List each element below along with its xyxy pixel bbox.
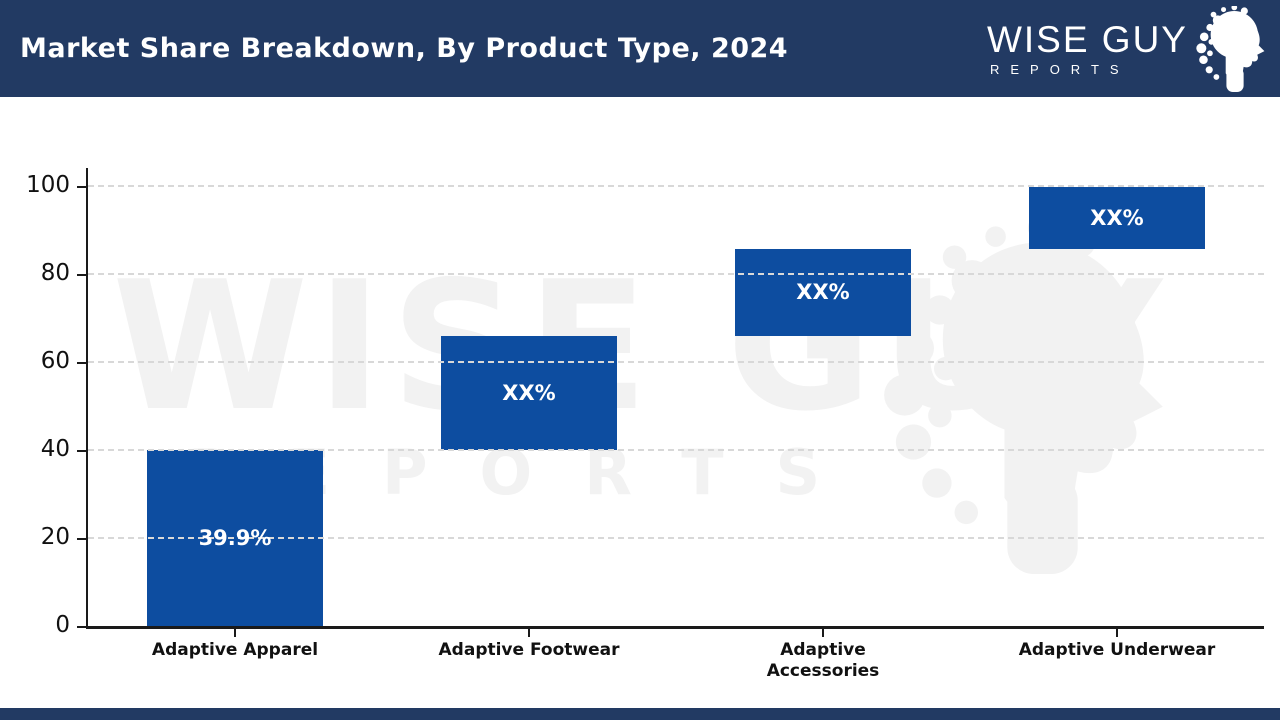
y-tick-label: 80 xyxy=(40,260,70,286)
logo-head-icon xyxy=(1196,5,1265,92)
bar xyxy=(441,336,617,451)
y-tick-mark xyxy=(77,450,86,452)
x-tick-mark xyxy=(822,629,824,637)
logo-wordmark: WISE GUY xyxy=(986,19,1188,60)
y-tick-mark xyxy=(77,274,86,276)
y-tick-mark xyxy=(77,626,86,628)
grid-line xyxy=(88,273,1264,275)
grid-line xyxy=(88,449,1264,451)
grid-line xyxy=(88,537,1264,539)
bar-value-label: XX% xyxy=(1090,205,1144,230)
x-axis-line xyxy=(86,626,1264,629)
x-tick-mark xyxy=(528,629,530,637)
bar-value-label: XX% xyxy=(796,280,850,305)
x-tick-mark xyxy=(234,629,236,637)
bar xyxy=(735,248,911,337)
grid-line xyxy=(88,361,1264,363)
page-title: Market Share Breakdown, By Product Type,… xyxy=(20,33,789,64)
bar-value-label: 39.9% xyxy=(198,526,272,551)
logo-text: WISE GUY REPORTS xyxy=(987,21,1188,76)
x-tick-label: Adaptive Underwear xyxy=(1018,640,1216,660)
y-tick-label: 20 xyxy=(40,524,70,550)
logo-subtext: REPORTS xyxy=(989,62,1130,77)
x-tick-label: Adaptive Footwear xyxy=(438,640,620,660)
x-tick-label: Adaptive Accessories xyxy=(766,640,880,682)
y-tick-label: 0 xyxy=(55,612,70,638)
x-tick-mark xyxy=(1116,629,1118,637)
y-tick-label: 40 xyxy=(40,436,70,462)
y-tick-mark xyxy=(77,362,86,364)
bar xyxy=(1029,186,1205,249)
grid-line xyxy=(88,185,1264,187)
header-bar: Market Share Breakdown, By Product Type,… xyxy=(0,0,1280,97)
y-tick-label: 60 xyxy=(40,348,70,374)
x-tick-label: Adaptive Apparel xyxy=(151,640,319,660)
y-axis-line xyxy=(86,168,88,629)
y-tick-mark xyxy=(77,538,86,540)
y-tick-label: 100 xyxy=(26,172,70,198)
y-tick-mark xyxy=(77,186,86,188)
wise-guy-logo: WISE GUY REPORTS xyxy=(987,5,1280,92)
footer-bar xyxy=(0,708,1280,720)
bar-value-label: XX% xyxy=(502,381,556,406)
